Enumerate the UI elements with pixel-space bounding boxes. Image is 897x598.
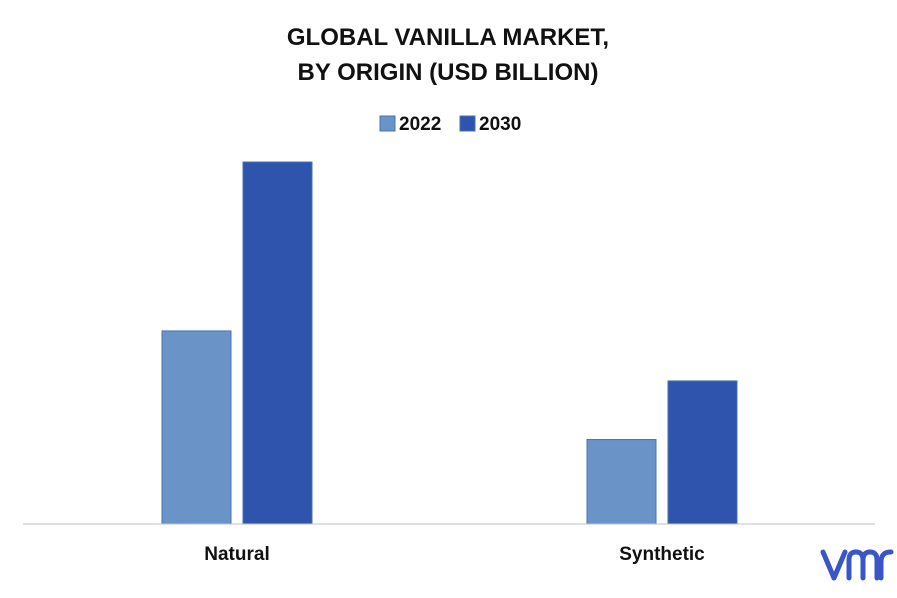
logo-mark-m — [846, 549, 880, 581]
chart-title-line-1: GLOBAL VANILLA MARKET, — [287, 24, 609, 51]
legend: 2022 2030 — [379, 114, 521, 135]
legend-label-2030: 2030 — [479, 114, 521, 135]
bar-natural-2022 — [161, 330, 232, 525]
legend-label-2022: 2022 — [399, 114, 441, 135]
legend-swatch-2022 — [379, 115, 396, 132]
chart-title-line-2: BY ORIGIN (USD BILLION) — [298, 59, 599, 86]
bar-natural-2030 — [242, 161, 313, 525]
logo-mark-v — [820, 549, 848, 581]
legend-swatch-2030 — [459, 115, 476, 132]
logo-mark-r — [878, 549, 894, 581]
category-label-natural: Natural — [204, 544, 269, 565]
bar-synthetic-2030 — [667, 380, 738, 525]
bars-group — [161, 161, 738, 525]
bar-synthetic-2022 — [586, 439, 657, 525]
brand-logo — [820, 549, 894, 581]
category-label-synthetic: Synthetic — [619, 544, 705, 565]
